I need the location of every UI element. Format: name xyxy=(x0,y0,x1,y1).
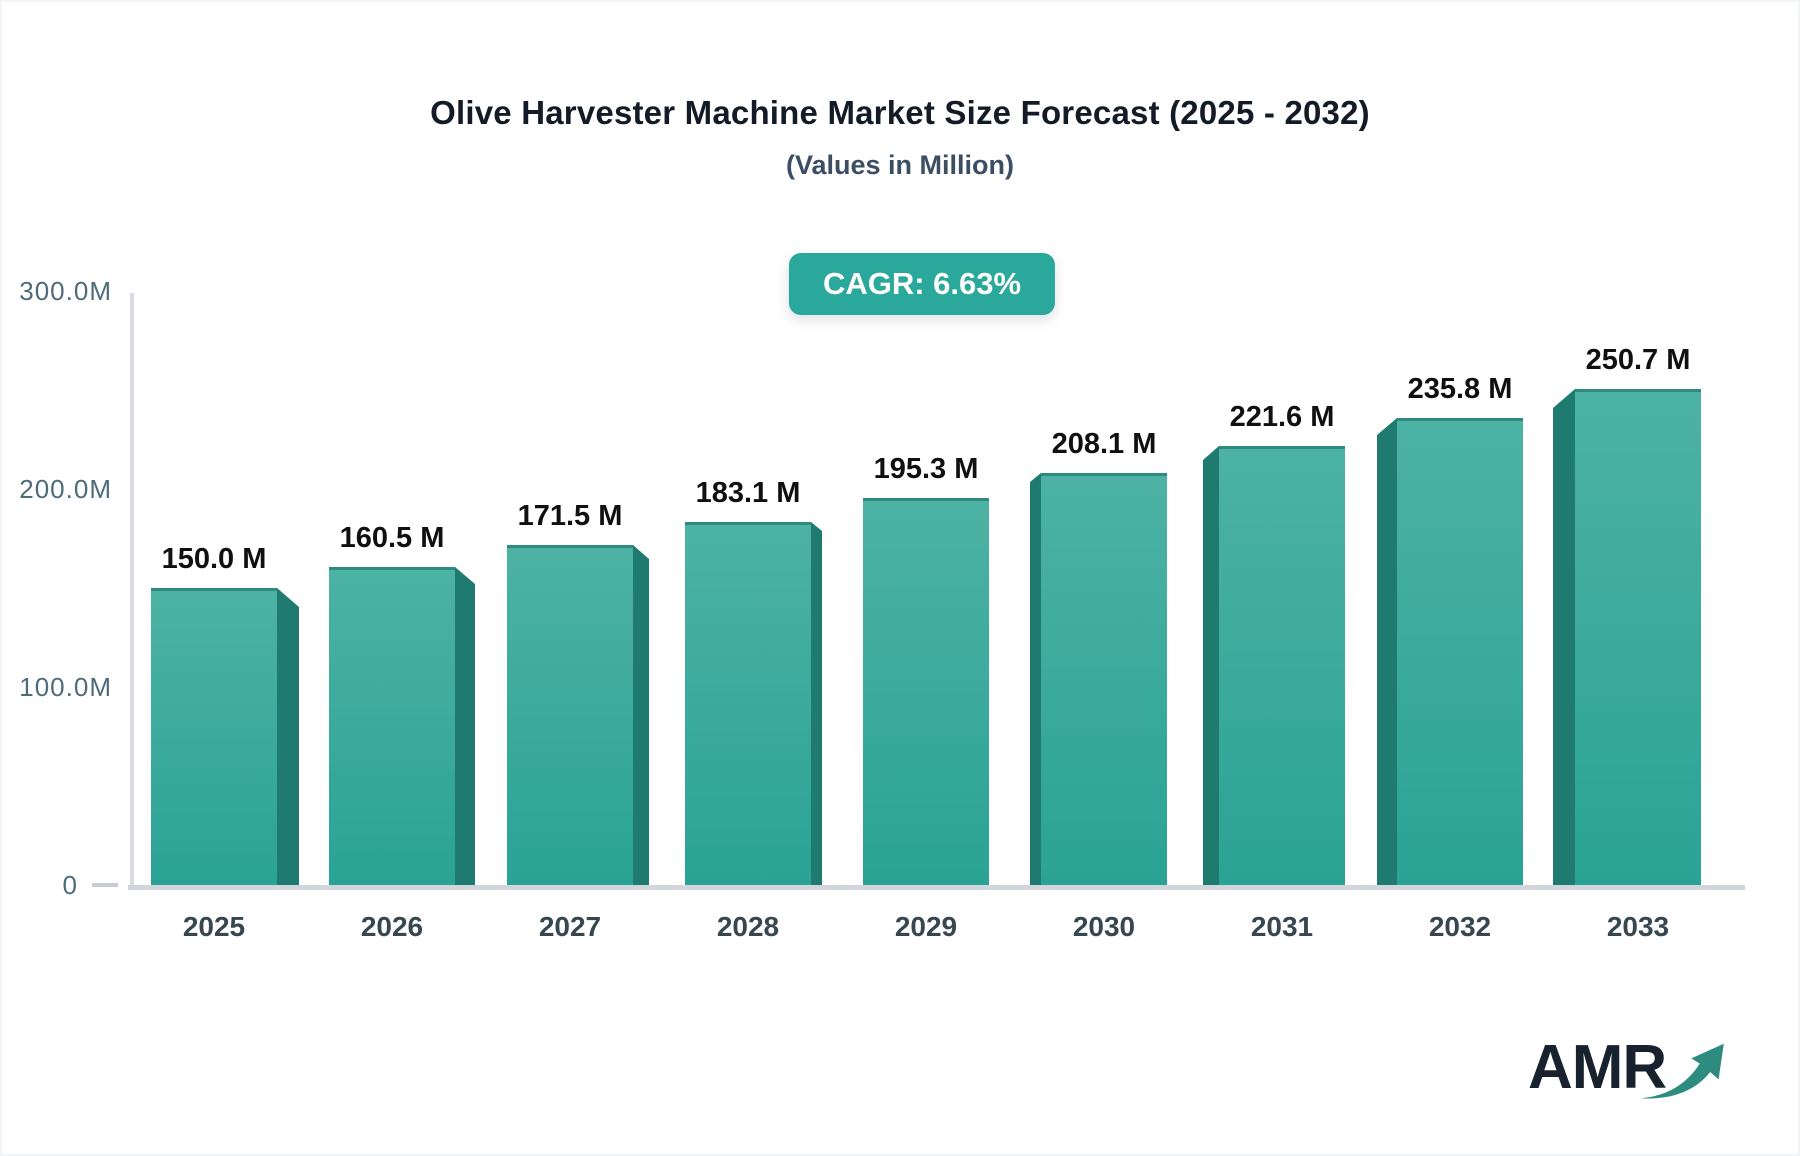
zero-tick-mark xyxy=(92,883,118,887)
y-tick-label: 100.0M xyxy=(19,672,112,702)
bar-side xyxy=(1553,389,1575,885)
y-axis: 300.0M 200.0M 100.0M 0 xyxy=(0,0,140,1156)
bar-value-label: 208.1 M xyxy=(1051,428,1157,460)
x-tick-label: 2031 xyxy=(1250,911,1314,942)
bar-side xyxy=(1377,418,1397,885)
bar-side xyxy=(455,567,475,885)
x-tick-label: 2033 xyxy=(1606,911,1670,942)
bar-value-label: 171.5 M xyxy=(517,500,623,532)
plot-area: 150.0 M 2025 160.5 M 2026 171.5 M 2027 183.1 M… xyxy=(128,291,1745,942)
bar-value-label: 160.5 M xyxy=(339,522,445,554)
bar-2032 xyxy=(1397,418,1523,885)
bar-value-label: 250.7 M xyxy=(1585,344,1691,376)
logo-text: AMR xyxy=(1528,1033,1667,1102)
bar-2025 xyxy=(151,588,277,885)
amr-logo: AMR xyxy=(1528,1032,1768,1132)
bar-2026 xyxy=(329,567,455,885)
y-tick-label: 200.0M xyxy=(19,474,112,504)
bar-value-label: 221.6 M xyxy=(1229,401,1335,433)
cagr-badge: CAGR: 6.63% xyxy=(788,253,1056,315)
bar-side xyxy=(277,588,299,885)
bar-value-label: 150.0 M xyxy=(161,543,267,575)
bar-2031 xyxy=(1219,446,1345,885)
cagr-badge-label: CAGR: 6.63% xyxy=(822,266,1022,301)
bar-2029 xyxy=(863,498,989,885)
x-tick-label: 2028 xyxy=(716,911,780,942)
y-tick-label: 300.0M xyxy=(19,276,112,306)
x-tick-label: 2029 xyxy=(894,911,958,942)
bar-side xyxy=(1203,446,1219,885)
x-axis-line xyxy=(128,885,1745,890)
y-axis-line xyxy=(130,293,134,885)
bar-side xyxy=(811,522,822,885)
bar-2027 xyxy=(507,545,633,885)
x-tick-label: 2025 xyxy=(182,911,246,942)
bar-side xyxy=(633,545,649,885)
bar-value-label: 235.8 M xyxy=(1407,373,1513,405)
chart-subtitle: (Values in Million) xyxy=(785,150,1015,180)
bar-side xyxy=(1030,473,1041,885)
y-tick-label: 0 xyxy=(62,870,78,900)
chart-title: Olive Harvester Machine Market Size Fore… xyxy=(430,94,1370,131)
bar-value-label: 195.3 M xyxy=(873,453,979,485)
x-tick-label: 2030 xyxy=(1072,911,1136,942)
bar-value-label: 183.1 M xyxy=(695,477,801,509)
bar-2028 xyxy=(685,522,811,885)
bar-2030 xyxy=(1041,473,1167,885)
logo-arrow-icon xyxy=(1641,1043,1724,1099)
x-tick-label: 2026 xyxy=(360,911,424,942)
x-tick-label: 2032 xyxy=(1428,911,1492,942)
x-tick-label: 2027 xyxy=(538,911,602,942)
bar-2033 xyxy=(1575,389,1701,885)
